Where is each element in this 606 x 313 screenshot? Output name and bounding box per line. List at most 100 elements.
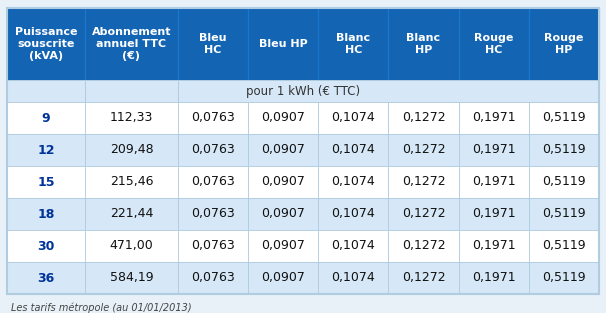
Text: 0,0907: 0,0907 — [261, 143, 305, 156]
Text: Abonnement
annuel TTC
(€): Abonnement annuel TTC (€) — [92, 27, 171, 61]
Bar — [178, 198, 248, 230]
Text: 0,0907: 0,0907 — [261, 111, 305, 125]
Text: Les tarifs métropole (au 01/01/2013): Les tarifs métropole (au 01/01/2013) — [11, 303, 191, 313]
Bar — [7, 262, 85, 294]
Bar — [7, 8, 85, 80]
Text: 0,1272: 0,1272 — [402, 239, 445, 253]
Bar — [529, 230, 599, 262]
Text: 221,44: 221,44 — [110, 208, 153, 220]
Bar — [388, 166, 459, 198]
Text: Puissance
souscrite
(kVA): Puissance souscrite (kVA) — [15, 27, 78, 61]
Text: pour 1 kWh (€ TTC): pour 1 kWh (€ TTC) — [246, 85, 360, 98]
Bar — [7, 80, 599, 102]
Text: 0,1272: 0,1272 — [402, 271, 445, 285]
Bar — [85, 198, 178, 230]
Bar — [85, 8, 178, 80]
Bar — [7, 230, 85, 262]
Bar — [318, 166, 388, 198]
Text: Blanc
HC: Blanc HC — [336, 33, 370, 55]
Text: Rouge
HC: Rouge HC — [474, 33, 513, 55]
Bar — [85, 230, 178, 262]
Text: 0,1074: 0,1074 — [331, 143, 375, 156]
Bar — [529, 8, 599, 80]
Text: 0,1272: 0,1272 — [402, 176, 445, 188]
Bar — [248, 134, 318, 166]
Text: 0,1272: 0,1272 — [402, 111, 445, 125]
Bar — [7, 198, 85, 230]
Bar — [248, 166, 318, 198]
Bar — [178, 166, 248, 198]
Text: 0,1074: 0,1074 — [331, 208, 375, 220]
Bar — [248, 102, 318, 134]
Bar — [85, 102, 178, 134]
Text: 209,48: 209,48 — [110, 143, 153, 156]
Bar — [178, 8, 248, 80]
Bar — [459, 134, 529, 166]
Text: 0,1971: 0,1971 — [472, 143, 516, 156]
Text: 0,0763: 0,0763 — [191, 176, 235, 188]
Text: Rouge
HP: Rouge HP — [544, 33, 584, 55]
Text: 0,0763: 0,0763 — [191, 239, 235, 253]
Text: 0,1074: 0,1074 — [331, 111, 375, 125]
Text: 0,1971: 0,1971 — [472, 111, 516, 125]
Text: Blanc
HP: Blanc HP — [407, 33, 441, 55]
Bar — [178, 262, 248, 294]
Text: 0,1272: 0,1272 — [402, 208, 445, 220]
Text: 0,0763: 0,0763 — [191, 111, 235, 125]
Bar — [248, 198, 318, 230]
Bar — [459, 8, 529, 80]
Bar — [529, 166, 599, 198]
Text: 0,0907: 0,0907 — [261, 271, 305, 285]
Text: 0,1971: 0,1971 — [472, 208, 516, 220]
Text: 0,0763: 0,0763 — [191, 143, 235, 156]
Bar — [459, 102, 529, 134]
Bar — [178, 230, 248, 262]
Bar — [7, 134, 85, 166]
Text: 0,5119: 0,5119 — [542, 239, 586, 253]
Bar — [459, 166, 529, 198]
Bar — [85, 262, 178, 294]
Bar — [529, 134, 599, 166]
Bar — [388, 230, 459, 262]
Bar — [85, 166, 178, 198]
Text: 36: 36 — [38, 271, 55, 285]
Text: 0,5119: 0,5119 — [542, 208, 586, 220]
Text: 0,5119: 0,5119 — [542, 176, 586, 188]
Text: 0,5119: 0,5119 — [542, 143, 586, 156]
Bar — [248, 230, 318, 262]
Bar — [388, 8, 459, 80]
Text: 0,1971: 0,1971 — [472, 176, 516, 188]
Bar — [388, 262, 459, 294]
Bar — [318, 230, 388, 262]
Bar — [248, 8, 318, 80]
Text: Bleu HP: Bleu HP — [259, 39, 307, 49]
Bar — [7, 166, 85, 198]
Text: 18: 18 — [38, 208, 55, 220]
Bar — [178, 134, 248, 166]
Text: 0,1272: 0,1272 — [402, 143, 445, 156]
Text: 15: 15 — [38, 176, 55, 188]
Text: 0,0907: 0,0907 — [261, 208, 305, 220]
Text: 0,1074: 0,1074 — [331, 271, 375, 285]
Text: 0,0763: 0,0763 — [191, 271, 235, 285]
Bar — [85, 134, 178, 166]
Text: 0,1074: 0,1074 — [331, 239, 375, 253]
Bar — [7, 102, 85, 134]
Bar — [388, 198, 459, 230]
Text: 584,19: 584,19 — [110, 271, 153, 285]
Text: Bleu
HC: Bleu HC — [199, 33, 227, 55]
Text: 30: 30 — [38, 239, 55, 253]
Text: 471,00: 471,00 — [110, 239, 153, 253]
Text: 112,33: 112,33 — [110, 111, 153, 125]
Bar — [318, 198, 388, 230]
Bar — [459, 198, 529, 230]
Bar — [318, 262, 388, 294]
Text: 9: 9 — [42, 111, 50, 125]
Text: 12: 12 — [38, 143, 55, 156]
Text: 0,1971: 0,1971 — [472, 239, 516, 253]
Bar — [529, 102, 599, 134]
Bar — [318, 8, 388, 80]
Text: 0,1074: 0,1074 — [331, 176, 375, 188]
Text: 0,0763: 0,0763 — [191, 208, 235, 220]
Text: 0,0907: 0,0907 — [261, 239, 305, 253]
